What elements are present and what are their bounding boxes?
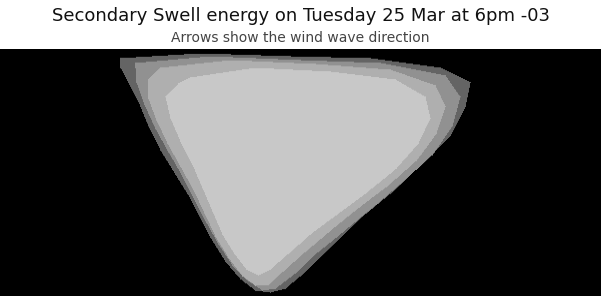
Text: Secondary Swell energy on Tuesday 25 Mar at 6pm -03: Secondary Swell energy on Tuesday 25 Mar… [52,7,549,25]
Text: Arrows show the wind wave direction: Arrows show the wind wave direction [171,31,430,45]
